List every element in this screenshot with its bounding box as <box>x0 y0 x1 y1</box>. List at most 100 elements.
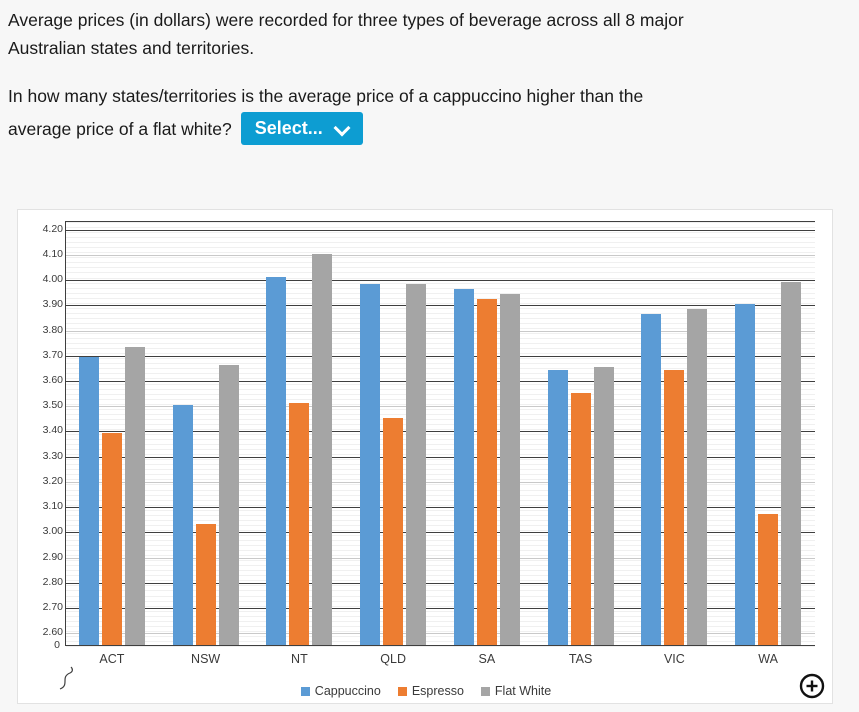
bar-act-flatwhite <box>124 347 145 645</box>
gridline <box>66 608 815 610</box>
bar-group <box>65 221 159 645</box>
gridline-minor <box>66 580 815 582</box>
gridline-minor <box>66 635 815 637</box>
x-axis-tick-label: TAS <box>568 652 593 666</box>
x-axis-tick-label: VIC <box>663 652 685 666</box>
gridline-minor <box>66 252 815 254</box>
bar-group <box>159 221 253 645</box>
bar-qld-flatwhite <box>406 284 427 645</box>
gridline-minor <box>66 484 815 486</box>
gridline-minor <box>66 494 815 496</box>
y-axis-zero-label: 0 <box>54 639 60 651</box>
x-axis-tick-label: NSW <box>191 652 221 666</box>
y-axis-tick-label: 3.40 <box>42 424 63 437</box>
gridline-minor <box>66 353 815 355</box>
y-axis-tick-label: 2.80 <box>42 575 63 588</box>
legend-swatch <box>480 686 490 696</box>
gridline-minor <box>66 575 815 577</box>
legend-item[interactable]: Cappuccino <box>300 684 381 698</box>
gridline-minor <box>66 595 815 597</box>
x-axis-tick-label: NT <box>291 652 308 666</box>
gridline-minor <box>66 393 815 395</box>
legend-item[interactable]: Espresso <box>397 684 464 698</box>
gridline-minor <box>66 413 815 415</box>
bar-qld-espresso <box>383 417 404 645</box>
bar-tas-flatwhite <box>593 367 614 645</box>
gridline <box>66 229 815 231</box>
gridline-minor <box>66 646 815 647</box>
bar-sa-cappuccino <box>453 289 474 645</box>
gridline <box>66 355 815 357</box>
bar-nt-cappuccino <box>266 276 287 645</box>
gridline-minor <box>66 479 815 481</box>
gridline <box>66 280 815 282</box>
gridline-minor <box>66 565 815 567</box>
gridline-minor <box>66 560 815 562</box>
prompt-line-1: In how many states/territories is the av… <box>8 86 644 106</box>
x-axis-tick-label: QLD <box>380 652 406 666</box>
chart-panel: 4.20 4.10 4.00 3.90 3.80 3.70 3.60 3.50 3.40 3.30… <box>17 209 833 704</box>
gridline-minor <box>66 610 815 612</box>
gridline-minor <box>66 418 815 420</box>
gridline-minor <box>66 408 815 410</box>
gridline-minor <box>66 449 815 451</box>
intro-line-2: Australian states and territories. <box>8 38 255 58</box>
bar-wa-flatwhite <box>781 281 802 645</box>
gridline-minor <box>66 328 815 329</box>
bar-group <box>440 221 534 645</box>
answer-select-dropdown[interactable]: Select... <box>240 112 363 145</box>
gridline-minor <box>66 590 815 592</box>
x-axis-tick-label: SA <box>478 652 496 666</box>
y-axis-tick-label: 3.20 <box>42 474 63 487</box>
gridline-minor <box>66 640 815 642</box>
gridline-minor <box>66 625 815 627</box>
bar-nsw-flatwhite <box>218 364 239 645</box>
gridline-minor <box>66 585 815 587</box>
gridline-minor <box>66 312 815 314</box>
gridline-minor <box>66 504 815 506</box>
gridline-minor <box>66 469 815 471</box>
legend-label: Cappuccino <box>314 684 381 698</box>
y-axis-tick-label: 3.10 <box>42 500 63 513</box>
legend-item[interactable]: Flat White <box>480 684 551 698</box>
gridline-minor <box>66 570 815 572</box>
gridline <box>66 381 815 382</box>
gridline <box>66 557 815 559</box>
y-axis-tick-label: 4.00 <box>42 273 63 286</box>
gridline-minor <box>66 292 815 294</box>
gridline-minor <box>66 262 815 264</box>
gridline <box>66 330 815 332</box>
bar-group <box>628 221 722 645</box>
gridline-minor <box>66 439 815 441</box>
bar-qld-cappuccino <box>360 284 381 645</box>
y-axis-tick-label: 3.30 <box>42 449 63 462</box>
gridline-minor <box>66 317 815 319</box>
gridline-minor <box>66 428 815 430</box>
gridline-minor <box>66 282 815 284</box>
gridline <box>66 507 815 509</box>
gridline <box>66 633 815 635</box>
bar-group <box>346 221 440 645</box>
gridline-minor <box>66 444 815 446</box>
bar-sa-espresso <box>476 299 497 645</box>
gridline-minor <box>66 322 815 324</box>
gridline-minor <box>66 257 815 259</box>
bar-wa-espresso <box>758 513 779 645</box>
gridline-minor <box>66 343 815 345</box>
gridline-minor <box>66 237 815 239</box>
gridline-minor <box>66 302 815 304</box>
prompt-line-2: average price of a flat white? <box>8 118 232 139</box>
gridline-minor <box>66 454 815 456</box>
answer-select-label: Select... <box>254 118 323 138</box>
gridline-minor <box>66 555 815 557</box>
bar-nt-flatwhite <box>312 253 333 645</box>
gridline-minor <box>66 489 815 491</box>
y-axis-tick-label: 4.20 <box>42 222 63 235</box>
gridline-minor <box>66 464 815 466</box>
gridline-minor <box>66 272 815 274</box>
gridline <box>66 406 815 408</box>
x-axis-tick-label: WA <box>758 652 778 666</box>
zoom-in-icon[interactable] <box>799 673 825 699</box>
bar-nsw-espresso <box>195 523 216 645</box>
